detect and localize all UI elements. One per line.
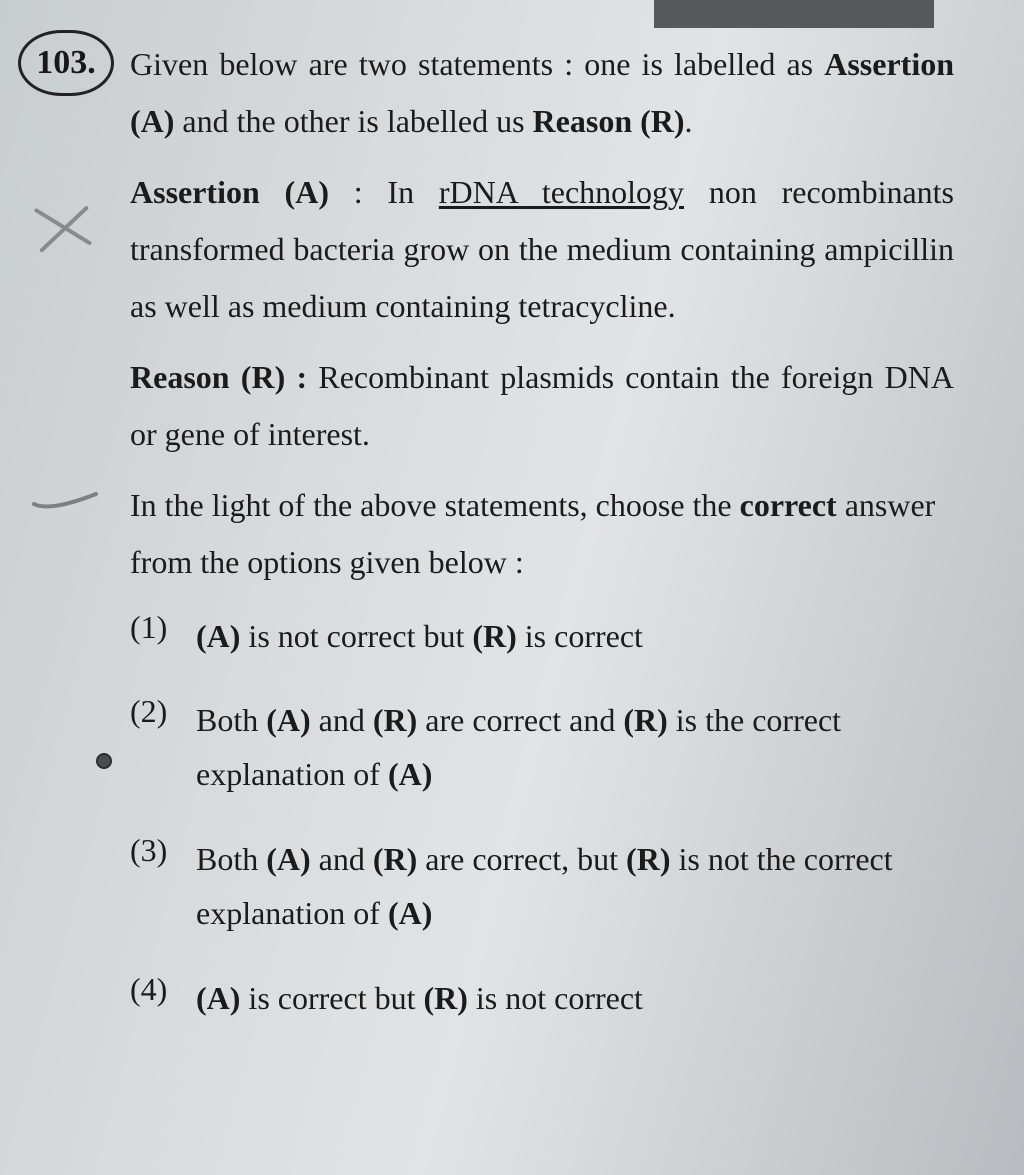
option-3-r: (R) — [373, 841, 417, 877]
intro-paragraph: Given below are two statements : one is … — [130, 36, 954, 150]
option-1[interactable]: (1) (A) is not correct but (R) is correc… — [130, 609, 954, 663]
instruct-pre: In the light of the above statements, ch… — [130, 487, 740, 523]
question-page: 103. Given below are two statements : on… — [0, 0, 1024, 1175]
question-number: 103. — [36, 44, 96, 82]
assertion-prefix: Assertion (A) — [130, 174, 329, 210]
option-1-bullet-icon — [96, 753, 112, 769]
option-3[interactable]: (3) Both (A) and (R) are correct, but (R… — [130, 832, 954, 941]
option-1-post: is correct — [517, 618, 643, 654]
option-2[interactable]: (2) Both (A) and (R) are correct and (R)… — [130, 693, 954, 802]
option-2-mid1: and — [311, 702, 373, 738]
option-3-mid2: are correct, but — [417, 841, 626, 877]
option-1-mid1: is not correct but — [240, 618, 472, 654]
option-4-a: (A) — [196, 980, 240, 1016]
option-1-a: (A) — [196, 618, 240, 654]
options-list: (1) (A) is not correct but (R) is correc… — [130, 609, 954, 1025]
assertion-sep: : In — [329, 174, 439, 210]
rdna-underline: rDNA technology — [439, 174, 684, 210]
option-1-text: (A) is not correct but (R) is correct — [196, 609, 954, 663]
option-4[interactable]: (4) (A) is correct but (R) is not correc… — [130, 971, 954, 1025]
question-body: Given below are two statements : one is … — [130, 36, 954, 1055]
option-3-a2: (A) — [388, 895, 432, 931]
option-2-text: Both (A) and (R) are correct and (R) is … — [196, 693, 954, 802]
period1: . — [685, 103, 693, 139]
pencil-x-mark-icon — [28, 197, 103, 258]
option-4-post: is not correct — [468, 980, 643, 1016]
page-tab-dark — [654, 0, 934, 28]
instruction-paragraph: In the light of the above statements, ch… — [130, 477, 954, 591]
option-3-text: Both (A) and (R) are correct, but (R) is… — [196, 832, 954, 941]
option-4-r: (R) — [423, 980, 467, 1016]
pencil-tick-mark-icon — [30, 488, 100, 508]
option-3-pre: Both — [196, 841, 266, 877]
option-3-a: (A) — [266, 841, 310, 877]
option-2-r: (R) — [373, 702, 417, 738]
option-4-number: (4) — [130, 971, 196, 1008]
option-2-r2: (R) — [623, 702, 667, 738]
option-4-mid1: is correct but — [240, 980, 423, 1016]
assertion-paragraph: Assertion (A) : In rDNA technology non r… — [130, 164, 954, 335]
option-1-r: (R) — [472, 618, 516, 654]
option-2-number: (2) — [130, 693, 196, 730]
option-2-pre: Both — [196, 702, 266, 738]
correct-word: correct — [740, 487, 837, 523]
option-2-mid2: are correct and — [417, 702, 623, 738]
reason-paragraph: Reason (R) : Recombinant plasmids contai… — [130, 349, 954, 463]
reason-prefix: Reason (R) : — [130, 359, 307, 395]
option-3-number: (3) — [130, 832, 196, 869]
option-3-mid1: and — [311, 841, 373, 877]
option-4-text: (A) is correct but (R) is not correct — [196, 971, 954, 1025]
intro-mid: and the other is labelled us — [174, 103, 532, 139]
intro-pre: Given below are two statements : one is … — [130, 46, 824, 82]
question-number-circle: 103. — [18, 30, 114, 96]
reason-label: Reason (R) — [533, 103, 685, 139]
option-1-number: (1) — [130, 609, 196, 646]
option-3-r2: (R) — [626, 841, 670, 877]
option-2-a: (A) — [266, 702, 310, 738]
option-2-a2: (A) — [388, 756, 432, 792]
